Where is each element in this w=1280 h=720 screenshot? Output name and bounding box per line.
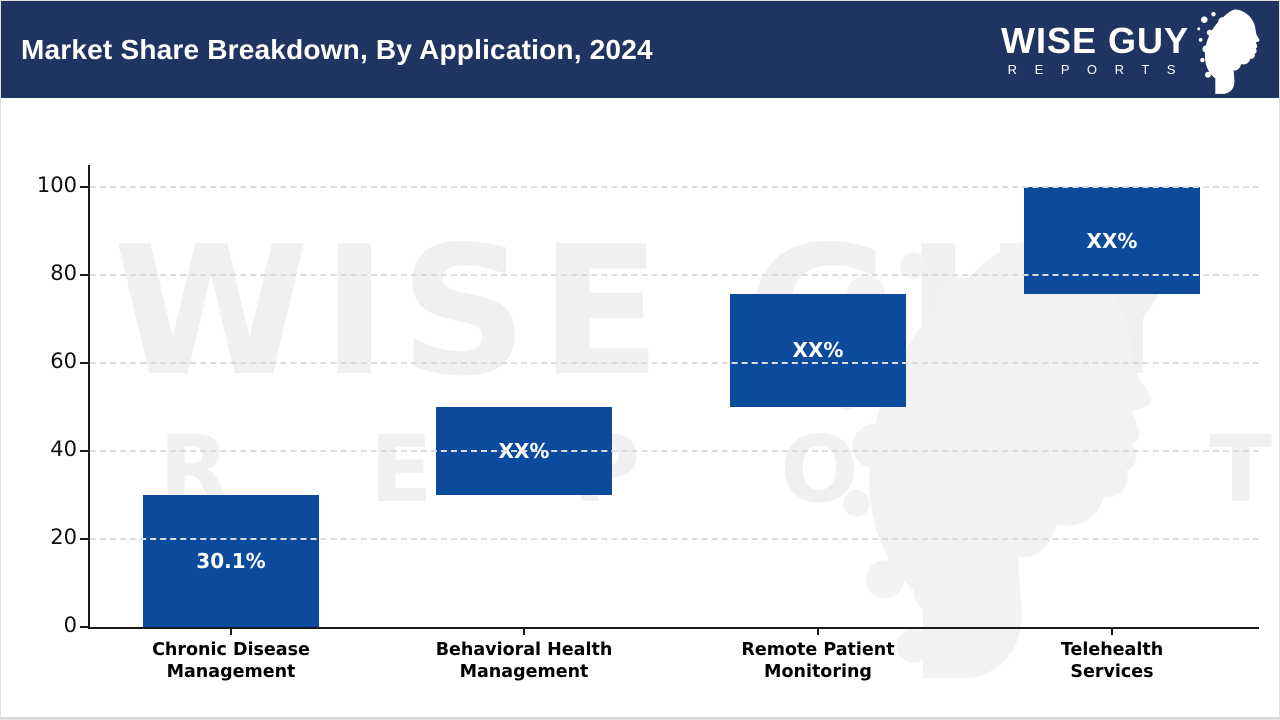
bar-value-label: XX% xyxy=(792,338,844,363)
x-axis-tick xyxy=(817,628,819,635)
bottom-divider xyxy=(1,717,1279,719)
wise-guy-reports-logo: WISE GUY R E P O R T S xyxy=(1001,5,1267,95)
x-axis-line xyxy=(88,627,1259,629)
x-axis-tick xyxy=(523,628,525,635)
y-axis-tick-label: 20 xyxy=(50,525,77,549)
category-label: Chronic Disease Management xyxy=(152,640,310,682)
bar-segment: 30.1% xyxy=(143,494,319,627)
header-bar: Market Share Breakdown, By Application, … xyxy=(1,1,1279,98)
gridline-y20 xyxy=(90,538,1259,540)
gridline-y40 xyxy=(90,450,1259,452)
y-axis-tick-label: 100 xyxy=(36,173,77,197)
y-axis-tick xyxy=(80,362,88,364)
gridline-y80 xyxy=(90,274,1259,276)
gridline-y100 xyxy=(90,186,1259,188)
y-axis-line xyxy=(88,165,90,629)
logo-name-text: WISE GUY xyxy=(1000,19,1189,61)
page-title: Market Share Breakdown, By Application, … xyxy=(21,33,653,65)
y-axis-tick xyxy=(80,626,88,628)
category-label: Behavioral Health Management xyxy=(435,640,613,682)
category-label: Telehealth Services xyxy=(1060,640,1164,682)
bar-segment: XX% xyxy=(1024,187,1200,295)
y-axis-tick-label: 60 xyxy=(50,349,77,373)
y-axis-tick-label: 0 xyxy=(63,613,77,637)
y-axis-tick xyxy=(80,450,88,452)
x-axis-tick xyxy=(230,628,232,635)
y-axis-tick xyxy=(80,186,88,188)
x-axis-tick xyxy=(1111,628,1113,635)
y-axis-tick-label: 80 xyxy=(50,261,77,285)
category-label: Remote Patient Monitoring xyxy=(741,640,895,682)
logo-text: WISE GUY R E P O R T S xyxy=(1000,19,1189,77)
chart-area: WISE GUY R E P O R T S 02040608010030.1%… xyxy=(1,98,1279,719)
y-axis-tick-label: 40 xyxy=(50,437,77,461)
bar-value-label: 30.1% xyxy=(196,548,266,573)
logo-sub-text: R E P O R T S xyxy=(1007,61,1183,77)
bar-segment: XX% xyxy=(730,294,906,407)
y-axis-tick xyxy=(80,538,88,540)
y-axis-tick xyxy=(80,274,88,276)
gridline-y60 xyxy=(90,362,1259,364)
bar-value-label: XX% xyxy=(1086,228,1138,253)
logo-face-icon xyxy=(1197,8,1260,94)
